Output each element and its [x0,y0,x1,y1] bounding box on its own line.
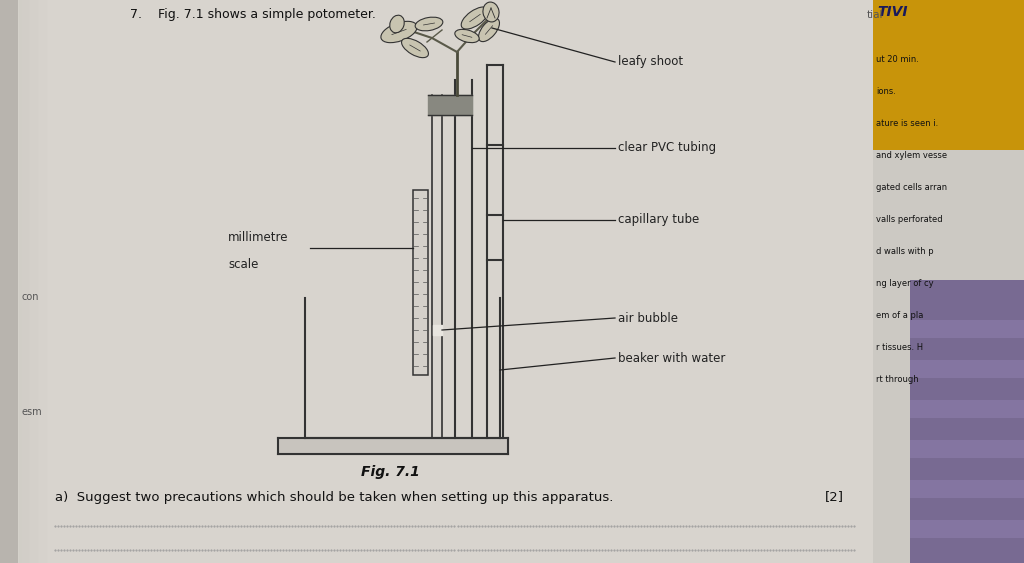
Text: rt through: rt through [876,375,919,384]
Text: capillary tube: capillary tube [618,213,699,226]
Text: [2]: [2] [825,490,844,503]
FancyBboxPatch shape [910,480,1024,498]
Ellipse shape [390,15,404,33]
Text: r tissues. H: r tissues. H [876,343,923,352]
Text: tial: tial [867,10,884,20]
FancyBboxPatch shape [910,400,1024,418]
Text: beaker with water: beaker with water [618,351,725,364]
Text: ut 20 min.: ut 20 min. [876,55,919,64]
FancyBboxPatch shape [873,0,1024,150]
Ellipse shape [415,17,442,31]
Text: millimetre: millimetre [228,231,289,244]
Text: leafy shoot: leafy shoot [618,56,683,69]
Ellipse shape [401,38,428,57]
FancyBboxPatch shape [873,0,1024,563]
FancyBboxPatch shape [910,320,1024,338]
Text: gated cells arran: gated cells arran [876,183,947,192]
Text: clear PVC tubing: clear PVC tubing [618,141,716,154]
Text: and xylem vesse: and xylem vesse [876,151,947,160]
Text: em of a pla: em of a pla [876,311,924,320]
Ellipse shape [461,7,488,29]
Ellipse shape [483,2,499,22]
FancyBboxPatch shape [910,360,1024,378]
Ellipse shape [381,21,417,43]
Text: d walls with p: d walls with p [876,247,934,256]
Ellipse shape [478,19,500,42]
Text: scale: scale [228,258,258,271]
FancyBboxPatch shape [910,280,1024,563]
Text: TIVI: TIVI [877,5,907,19]
Text: valls perforated: valls perforated [876,215,943,224]
Text: esm: esm [22,407,43,417]
Text: 7.    Fig. 7.1 shows a simple potometer.: 7. Fig. 7.1 shows a simple potometer. [130,8,376,21]
Text: ature is seen i.: ature is seen i. [876,119,938,128]
Text: ng layer of cy: ng layer of cy [876,279,934,288]
Text: Fig. 7.1: Fig. 7.1 [360,465,420,479]
Ellipse shape [455,29,479,43]
FancyBboxPatch shape [413,190,428,375]
FancyBboxPatch shape [910,520,1024,538]
Text: a)  Suggest two precautions which should be taken when setting up this apparatus: a) Suggest two precautions which should … [55,490,613,503]
Text: con: con [22,292,40,302]
Text: ions.: ions. [876,87,896,96]
FancyBboxPatch shape [18,0,873,563]
Text: air bubble: air bubble [618,311,678,324]
FancyBboxPatch shape [910,440,1024,458]
